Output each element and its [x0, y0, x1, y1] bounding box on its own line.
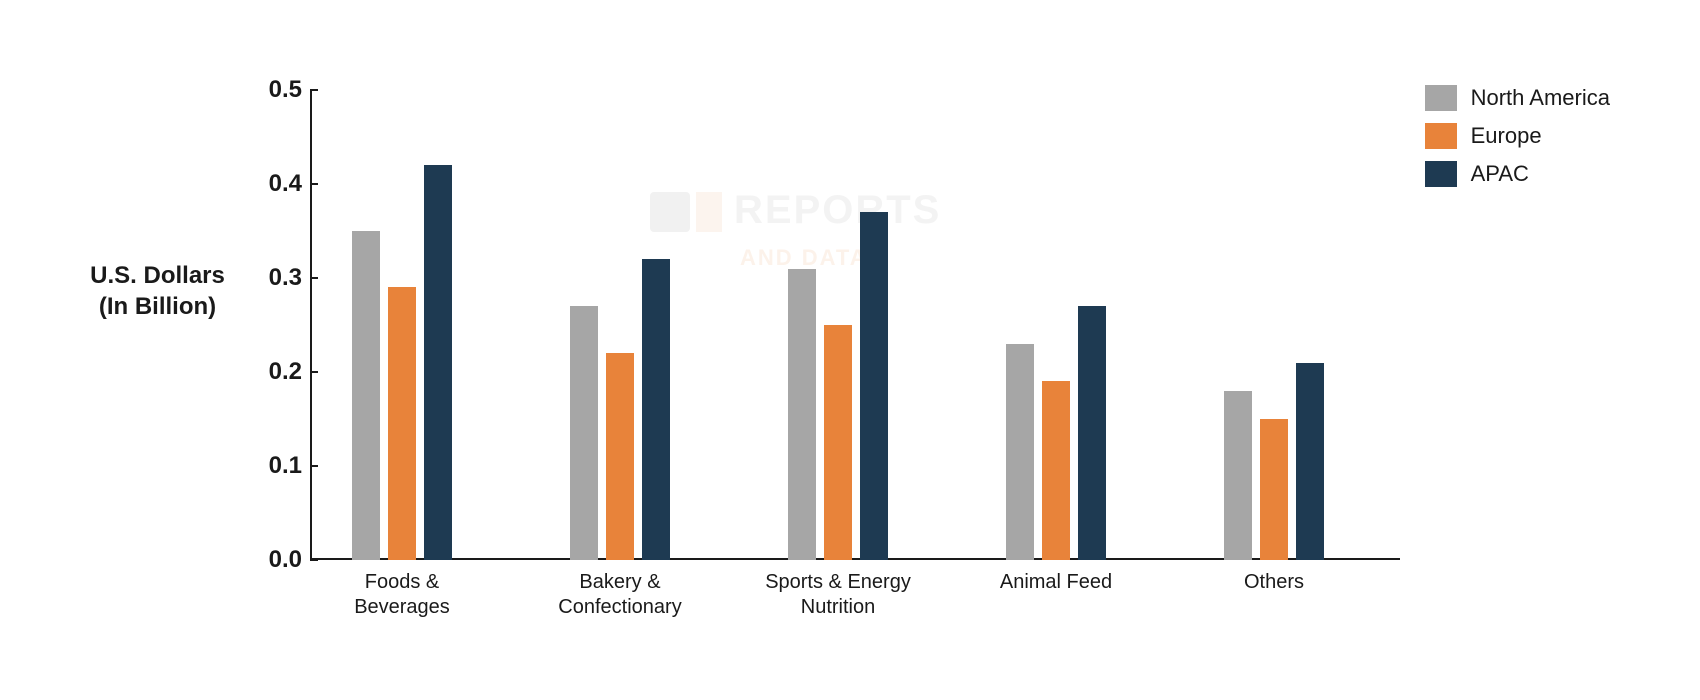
bar	[570, 306, 598, 560]
legend-item: North America	[1425, 85, 1610, 111]
y-tick-label: 0.5	[269, 76, 302, 104]
y-tick-label: 0.0	[269, 546, 302, 574]
bar-group	[352, 90, 522, 560]
bar	[388, 287, 416, 560]
y-axis-label-line-2: (In Billion)	[99, 293, 216, 320]
y-tick-label: 0.2	[269, 358, 302, 386]
y-axis-line	[310, 90, 312, 560]
legend-swatch	[1425, 85, 1457, 111]
legend: North America Europe APAC	[1425, 85, 1610, 199]
legend-item: Europe	[1425, 123, 1610, 149]
legend-item: APAC	[1425, 161, 1610, 187]
legend-swatch	[1425, 123, 1457, 149]
x-tick-label: Others	[1179, 570, 1369, 595]
bar	[1078, 306, 1106, 560]
x-tick-label: Bakery &Confectionary	[525, 570, 715, 620]
bar-group	[1006, 90, 1176, 560]
legend-label: Europe	[1471, 123, 1542, 149]
bar	[606, 353, 634, 560]
bar	[788, 269, 816, 560]
bar	[642, 259, 670, 560]
legend-label: North America	[1471, 85, 1610, 111]
bar-group	[1224, 90, 1394, 560]
bar	[352, 231, 380, 560]
y-tick-label: 0.3	[269, 264, 302, 292]
x-tick-label: Sports & EnergyNutrition	[743, 570, 933, 620]
y-axis: 0.00.10.20.30.40.5	[250, 90, 310, 560]
plot-area: REPORTS AND DATA 0.00.10.20.30.40.5 Food…	[250, 90, 1400, 560]
y-axis-label-line-1: U.S. Dollars	[90, 262, 225, 289]
y-tick-label: 0.1	[269, 452, 302, 480]
legend-label: APAC	[1471, 161, 1529, 187]
bar	[1260, 419, 1288, 560]
y-axis-label: U.S. Dollars (In Billion)	[70, 260, 245, 322]
x-tick-label: Animal Feed	[961, 570, 1151, 595]
bar	[1296, 363, 1324, 560]
x-tick-label: Foods &Beverages	[307, 570, 497, 620]
bar-group	[570, 90, 740, 560]
bar	[1224, 391, 1252, 560]
bar	[1042, 381, 1070, 560]
bar	[824, 325, 852, 560]
bar-chart: U.S. Dollars (In Billion) REPORTS AND DA…	[70, 50, 1650, 670]
y-tick-label: 0.4	[269, 170, 302, 198]
legend-swatch	[1425, 161, 1457, 187]
bar	[424, 165, 452, 560]
bar-group	[788, 90, 958, 560]
bar	[860, 212, 888, 560]
bar	[1006, 344, 1034, 560]
